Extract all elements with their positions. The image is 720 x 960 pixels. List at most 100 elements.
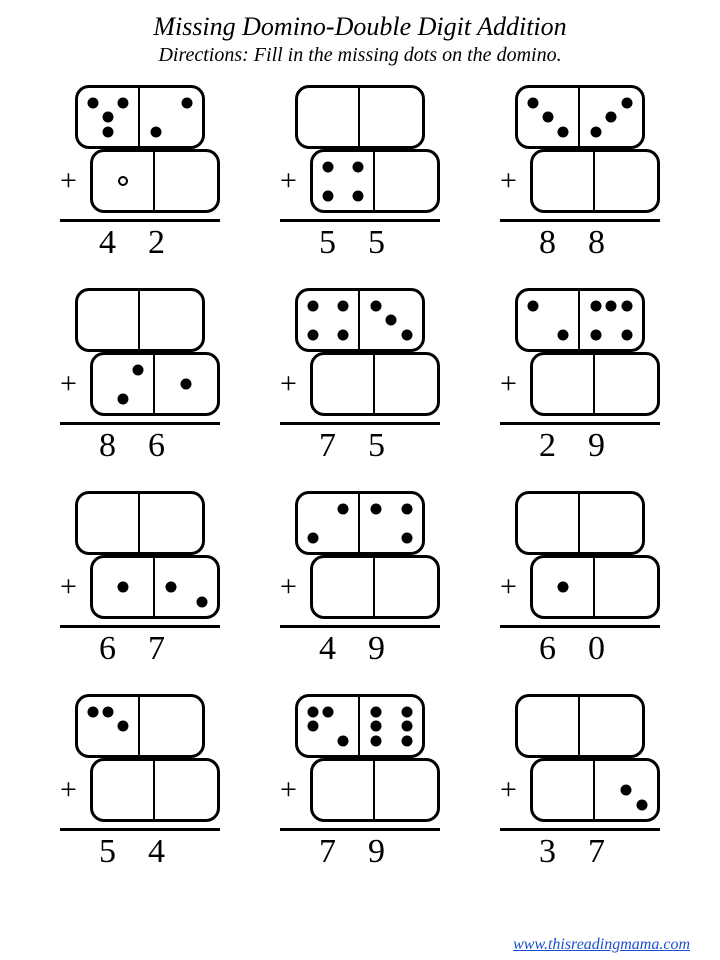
problem: +79 <box>270 694 450 871</box>
answer: 88 <box>523 224 637 262</box>
answer: 37 <box>523 833 637 871</box>
pip <box>558 329 569 340</box>
domino <box>310 352 440 416</box>
answer: 75 <box>303 427 417 465</box>
domino-half-right <box>580 291 642 349</box>
domino <box>75 85 205 149</box>
pip <box>103 112 114 123</box>
answer: 86 <box>83 427 197 465</box>
plus-sign: + <box>60 164 77 198</box>
sum-line <box>500 422 660 425</box>
addend-row: + <box>60 758 220 822</box>
worksheet-page: Missing Domino-Double Digit Addition Dir… <box>0 0 720 871</box>
domino <box>310 555 440 619</box>
pip <box>181 379 192 390</box>
pip <box>88 97 99 108</box>
sum-line <box>60 625 220 628</box>
domino-half-left <box>313 761 375 819</box>
domino <box>530 555 660 619</box>
problem: +29 <box>490 288 670 465</box>
problem: +88 <box>490 85 670 262</box>
pip <box>103 706 114 717</box>
domino-half-right <box>375 152 437 210</box>
addend-row: + <box>500 149 660 213</box>
answer: 79 <box>303 833 417 871</box>
problem: +49 <box>270 491 450 668</box>
pip <box>401 329 412 340</box>
domino <box>530 758 660 822</box>
domino-half-right <box>375 558 437 616</box>
answer: 67 <box>83 630 197 668</box>
domino-half-left <box>93 558 155 616</box>
pip <box>558 126 569 137</box>
addend-row: + <box>500 555 660 619</box>
pip <box>386 315 397 326</box>
domino <box>530 149 660 213</box>
pip <box>558 582 569 593</box>
sum-line <box>500 828 660 831</box>
pip <box>353 161 364 172</box>
plus-sign: + <box>500 367 517 401</box>
domino-half-right <box>595 355 657 413</box>
domino-half-right <box>580 88 642 146</box>
domino <box>295 491 425 555</box>
domino <box>310 758 440 822</box>
domino-half-left <box>298 88 360 146</box>
problem: +42 <box>50 85 230 262</box>
directions-text: Directions: Fill in the missing dots on … <box>30 44 690 67</box>
pip <box>606 112 617 123</box>
problem: +75 <box>270 288 450 465</box>
plus-sign: + <box>280 570 297 604</box>
source-link[interactable]: www.thisreadingmama.com <box>513 936 690 954</box>
domino <box>90 758 220 822</box>
pip <box>338 503 349 514</box>
pip <box>636 799 647 810</box>
plus-sign: + <box>60 367 77 401</box>
plus-sign: + <box>500 570 517 604</box>
pip <box>370 721 381 732</box>
addend-row: + <box>60 555 220 619</box>
domino-half-right <box>580 697 642 755</box>
pip <box>543 112 554 123</box>
domino-half-right <box>580 494 642 552</box>
domino-half-left <box>313 152 375 210</box>
pip <box>118 97 129 108</box>
sum-line <box>280 422 440 425</box>
sum-line <box>60 828 220 831</box>
pip <box>118 721 129 732</box>
domino <box>90 555 220 619</box>
domino-half-left <box>313 558 375 616</box>
domino <box>295 694 425 758</box>
pip <box>621 300 632 311</box>
domino-half-right <box>155 761 217 819</box>
pip <box>308 300 319 311</box>
domino-half-right <box>140 494 202 552</box>
domino <box>515 85 645 149</box>
domino-half-left <box>78 697 140 755</box>
plus-sign: + <box>60 570 77 604</box>
domino <box>515 694 645 758</box>
domino-half-left <box>533 355 595 413</box>
pip <box>401 721 412 732</box>
pip <box>528 300 539 311</box>
pip <box>590 300 601 311</box>
pip <box>323 161 334 172</box>
domino-half-right <box>155 355 217 413</box>
domino-half-left <box>533 152 595 210</box>
addend-row: + <box>280 352 440 416</box>
domino-half-left <box>518 697 580 755</box>
problem: +54 <box>50 694 230 871</box>
domino <box>515 288 645 352</box>
pip <box>590 126 601 137</box>
answer: 55 <box>303 224 417 262</box>
problem: +67 <box>50 491 230 668</box>
pip <box>621 329 632 340</box>
plus-sign: + <box>500 773 517 807</box>
problem: +60 <box>490 491 670 668</box>
problem: +55 <box>270 85 450 262</box>
domino-half-right <box>375 355 437 413</box>
pip <box>370 503 381 514</box>
pip <box>353 190 364 201</box>
domino-half-right <box>360 88 422 146</box>
domino <box>515 491 645 555</box>
